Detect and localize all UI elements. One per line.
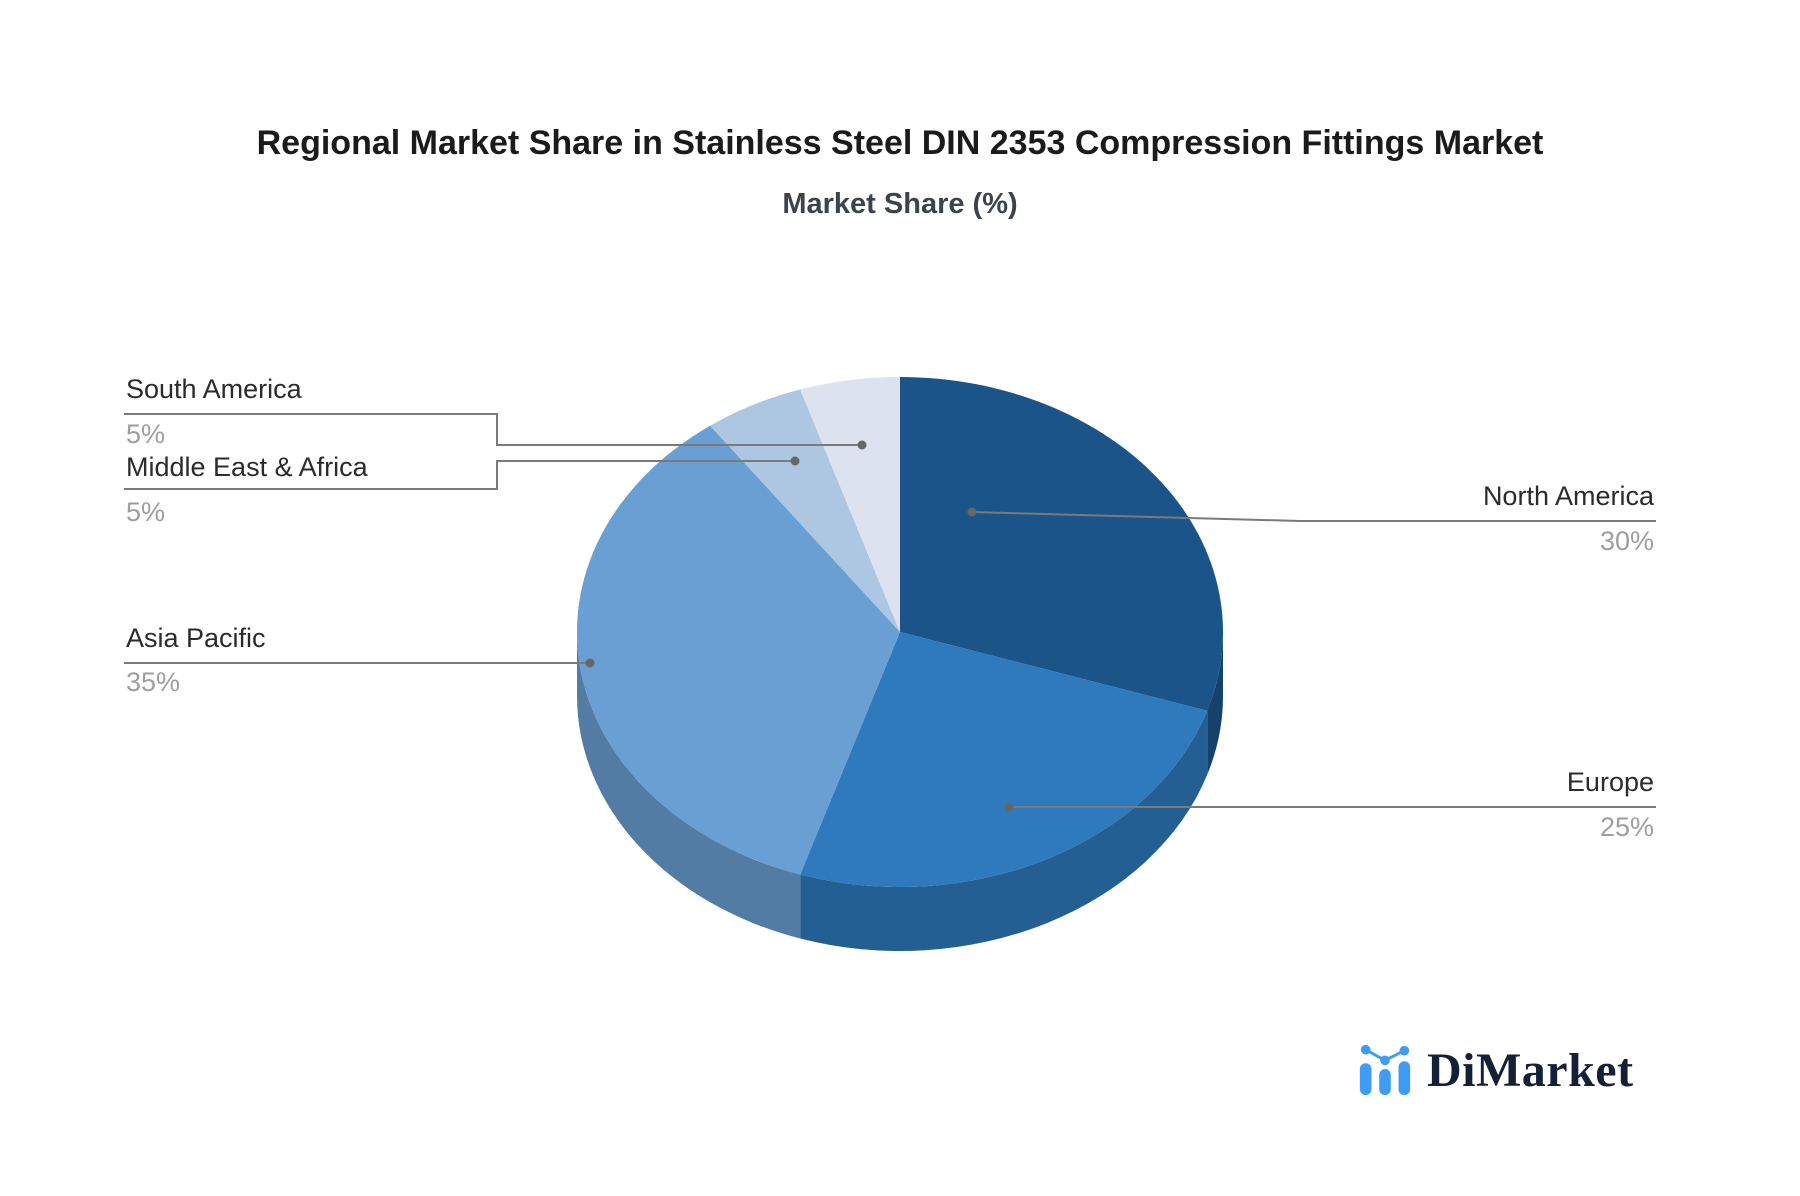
leader-line-middle-east-africa bbox=[124, 460, 795, 490]
dimarket-logo-text: DiMarket bbox=[1427, 1043, 1634, 1097]
pie-slice-europe[interactable] bbox=[800, 632, 1208, 887]
slice-label-middle-east-africa: Middle East & Africa bbox=[126, 452, 368, 482]
pie-slice-middle-east-africa[interactable] bbox=[710, 389, 900, 632]
slice-value-asia-pacific: 35% bbox=[126, 667, 181, 697]
leader-dot-europe bbox=[1004, 802, 1014, 812]
slice-value-south-america: 5% bbox=[126, 419, 166, 449]
slice-value-middle-east-africa: 5% bbox=[126, 497, 166, 527]
slice-label-north-america: North America bbox=[1482, 481, 1654, 511]
bar-chart-icon bbox=[1359, 1044, 1411, 1096]
slice-value-north-america: 30% bbox=[1599, 526, 1654, 556]
pie-slice-north-america[interactable] bbox=[900, 377, 1224, 711]
pie-slice-side-europe bbox=[800, 710, 1208, 951]
slice-label-asia-pacific: Asia Pacific bbox=[126, 623, 266, 653]
leader-line-north-america bbox=[971, 511, 1656, 522]
leader-line-south-america bbox=[124, 413, 862, 446]
leader-dot-south-america bbox=[857, 440, 867, 450]
chart-title: Regional Market Share in Stainless Steel… bbox=[256, 124, 1544, 162]
pie-slice-asia-pacific[interactable] bbox=[576, 425, 900, 875]
slice-value-europe: 25% bbox=[1599, 812, 1654, 842]
slice-label-europe: Europe bbox=[1566, 767, 1654, 797]
slice-label-south-america: South America bbox=[126, 374, 302, 404]
pie-slice-side-north-america bbox=[1207, 632, 1223, 775]
chart-subtitle: Market Share (%) bbox=[782, 188, 1018, 220]
pie-slice-south-america[interactable] bbox=[800, 377, 900, 632]
leader-dot-middle-east-africa bbox=[790, 456, 800, 466]
leader-dot-asia-pacific bbox=[585, 658, 595, 668]
pie-slice-side-asia-pacific bbox=[577, 632, 801, 939]
leader-dot-north-america bbox=[967, 507, 977, 517]
dimarket-logo: DiMarket bbox=[1356, 1040, 1634, 1100]
